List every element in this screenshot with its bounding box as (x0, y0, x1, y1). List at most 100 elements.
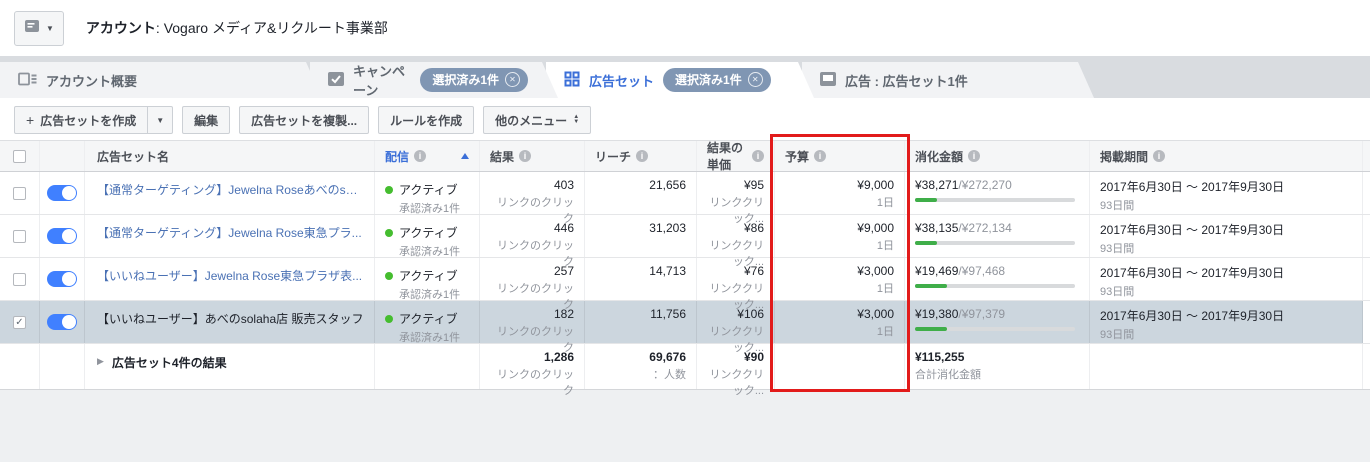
header-reach[interactable]: リーチ i (585, 141, 697, 171)
table-row[interactable]: 【いいねユーザー】Jewelna Rose東急プラザ表... アクティブ 承認済み… (0, 258, 1370, 311)
scroll-gutter (1363, 344, 1370, 389)
scroll-gutter (1363, 215, 1370, 257)
budget-period: 1日 (876, 326, 894, 338)
row-checkbox[interactable] (13, 186, 26, 200)
schedule-range: 2017年6月30日 ～ 2017年9月30日 (1100, 309, 1285, 323)
tab-adset[interactable]: 広告セット 選択済み1件 ✕ (546, 62, 814, 98)
page-background (0, 390, 1370, 462)
campaign-check-icon (328, 72, 344, 89)
more-menu-button[interactable]: 他のメニュー ▲ ▼ (483, 106, 592, 134)
spend-value: ¥19,380 (915, 307, 959, 321)
table-row[interactable]: 【通常ターゲティング】Jewelna Rose東急プラ... アクティブ承認済み… (0, 215, 1370, 268)
budget-value: ¥9,000 (857, 178, 894, 192)
summary-label: 広告セット4件の結果 (111, 356, 227, 370)
scroll-gutter (1363, 301, 1370, 343)
adset-name-link[interactable]: 【通常ターゲティング】Jewelna Rose東急プラ... (97, 226, 362, 240)
schedule-range: 2017年6月30日 ～ 2017年9月30日 (1100, 223, 1285, 237)
adset-name-link[interactable]: 【通常ターゲティング】Jewelna Roseあべのsol... (97, 183, 364, 197)
schedule-range: 2017年6月30日 ～ 2017年9月30日 (1100, 266, 1285, 280)
approval-status: 承認済み1件 (399, 246, 461, 258)
cost-per-result-value: ¥95 (743, 178, 764, 192)
scroll-gutter (1363, 141, 1370, 171)
adset-status-toggle[interactable] (47, 271, 77, 287)
account-selector-button[interactable]: ▼ (14, 10, 64, 46)
approval-status: 承認済み1件 (399, 289, 461, 301)
adset-status-toggle[interactable] (47, 185, 77, 201)
duplicate-adset-button[interactable]: 広告セットを複製... (239, 106, 370, 134)
budget-value: ¥3,000 (857, 264, 894, 278)
header-cost-per-result[interactable]: 結果の単価 i (697, 141, 775, 172)
plus-icon: + (26, 112, 35, 128)
sort-ascending-icon (461, 153, 469, 159)
create-adset-dropdown-button[interactable]: ▼ (148, 106, 174, 134)
scroll-gutter (1363, 258, 1370, 300)
adset-name[interactable]: 【いいねユーザー】あべのsolaha店 販売スタッフ (97, 312, 364, 326)
budget-value: ¥9,000 (857, 221, 894, 235)
info-icon[interactable]: i (636, 150, 649, 162)
delivery-status: アクティブ (399, 226, 458, 240)
summary-spend: ¥115,255 (915, 350, 965, 364)
tab-account-overview[interactable]: アカウント概要 (0, 62, 322, 98)
header-delivery[interactable]: 配信 i (375, 141, 480, 171)
adset-status-toggle[interactable] (47, 314, 77, 330)
create-rule-button[interactable]: ルールを作成 (378, 106, 475, 134)
header-results[interactable]: 結果 i (480, 141, 585, 171)
schedule-duration: 93日間 (1100, 329, 1135, 341)
tab-label: 広告セット (589, 73, 655, 89)
reach-value: 21,656 (585, 172, 697, 214)
adset-status-toggle[interactable] (47, 228, 77, 244)
budget-period: 1日 (876, 283, 894, 295)
create-adset-button[interactable]: + 広告セットを作成 (14, 106, 149, 134)
campaign-selected-badge: 選択済み1件 ✕ (420, 68, 528, 92)
header-schedule[interactable]: 掲載期間 i (1090, 141, 1363, 171)
approval-status: 承認済み1件 (399, 203, 461, 215)
create-adset-split-button: + 広告セットを作成 ▼ (14, 106, 174, 134)
tab-ad[interactable]: 広告 : 広告セット1件 (802, 62, 1094, 98)
spend-progress-bar (915, 241, 1075, 245)
spend-value: ¥19,469 (915, 264, 959, 278)
select-all-checkbox[interactable] (13, 149, 26, 163)
spend-total: /¥272,270 (958, 178, 1012, 192)
tab-label: キャンペーン (353, 64, 406, 98)
result-type: リンクのクリック (497, 240, 574, 268)
adset-name-link[interactable]: 【いいねユーザー】Jewelna Rose東急プラザ表... (97, 269, 363, 283)
header-amount-spent[interactable]: 消化金額 i (905, 141, 1090, 171)
row-checkbox[interactable] (13, 272, 26, 286)
info-icon[interactable]: i (968, 150, 981, 162)
summary-result: 1,286 (543, 350, 574, 364)
badge-close-icon[interactable]: ✕ (505, 72, 520, 87)
table-row[interactable]: 【通常ターゲティング】Jewelna Roseあべのsol... アクティブ 承認… (0, 172, 1370, 225)
info-icon[interactable]: i (814, 150, 827, 162)
info-icon[interactable]: i (519, 150, 532, 162)
result-value: 403 (553, 178, 574, 192)
info-icon[interactable]: i (1153, 150, 1166, 162)
adset-selected-badge: 選択済み1件 ✕ (663, 68, 771, 92)
budget-period: 1日 (876, 240, 894, 252)
chevron-down-icon: ▼ (156, 115, 165, 125)
summary-cpr: ¥90 (743, 350, 764, 364)
expand-caret-icon[interactable]: ▶ (97, 356, 104, 366)
info-icon[interactable]: i (414, 150, 427, 162)
info-icon[interactable]: i (752, 150, 764, 162)
active-status-dot (385, 271, 393, 280)
sort-updown-icon: ▲ ▼ (573, 114, 580, 125)
row-checkbox[interactable] (13, 229, 26, 243)
reach-value: 14,713 (585, 258, 697, 300)
spend-progress-bar (915, 198, 1075, 202)
badge-label: 選択済み1件 (675, 73, 742, 87)
spend-progress-bar (915, 284, 1075, 288)
result-value: 257 (553, 264, 574, 278)
spend-total: /¥97,468 (958, 264, 1006, 278)
account-title: アカウント: Vogaro メディア&リクルート事業部 (86, 18, 388, 38)
edit-button[interactable]: 編集 (182, 106, 231, 134)
tab-campaign[interactable]: キャンペーン 選択済み1件 ✕ (310, 62, 558, 98)
cost-per-result-value: ¥106 (737, 307, 764, 321)
header-adset-name[interactable]: 広告セット名 (85, 141, 375, 171)
badge-label: 選択済み1件 (432, 73, 499, 87)
header-budget[interactable]: 予算 i (775, 141, 905, 171)
row-checkbox-checked[interactable] (13, 315, 26, 329)
result-value: 446 (553, 221, 574, 235)
badge-close-icon[interactable]: ✕ (748, 72, 763, 87)
cost-per-result-type: リンククリック... (709, 240, 764, 268)
